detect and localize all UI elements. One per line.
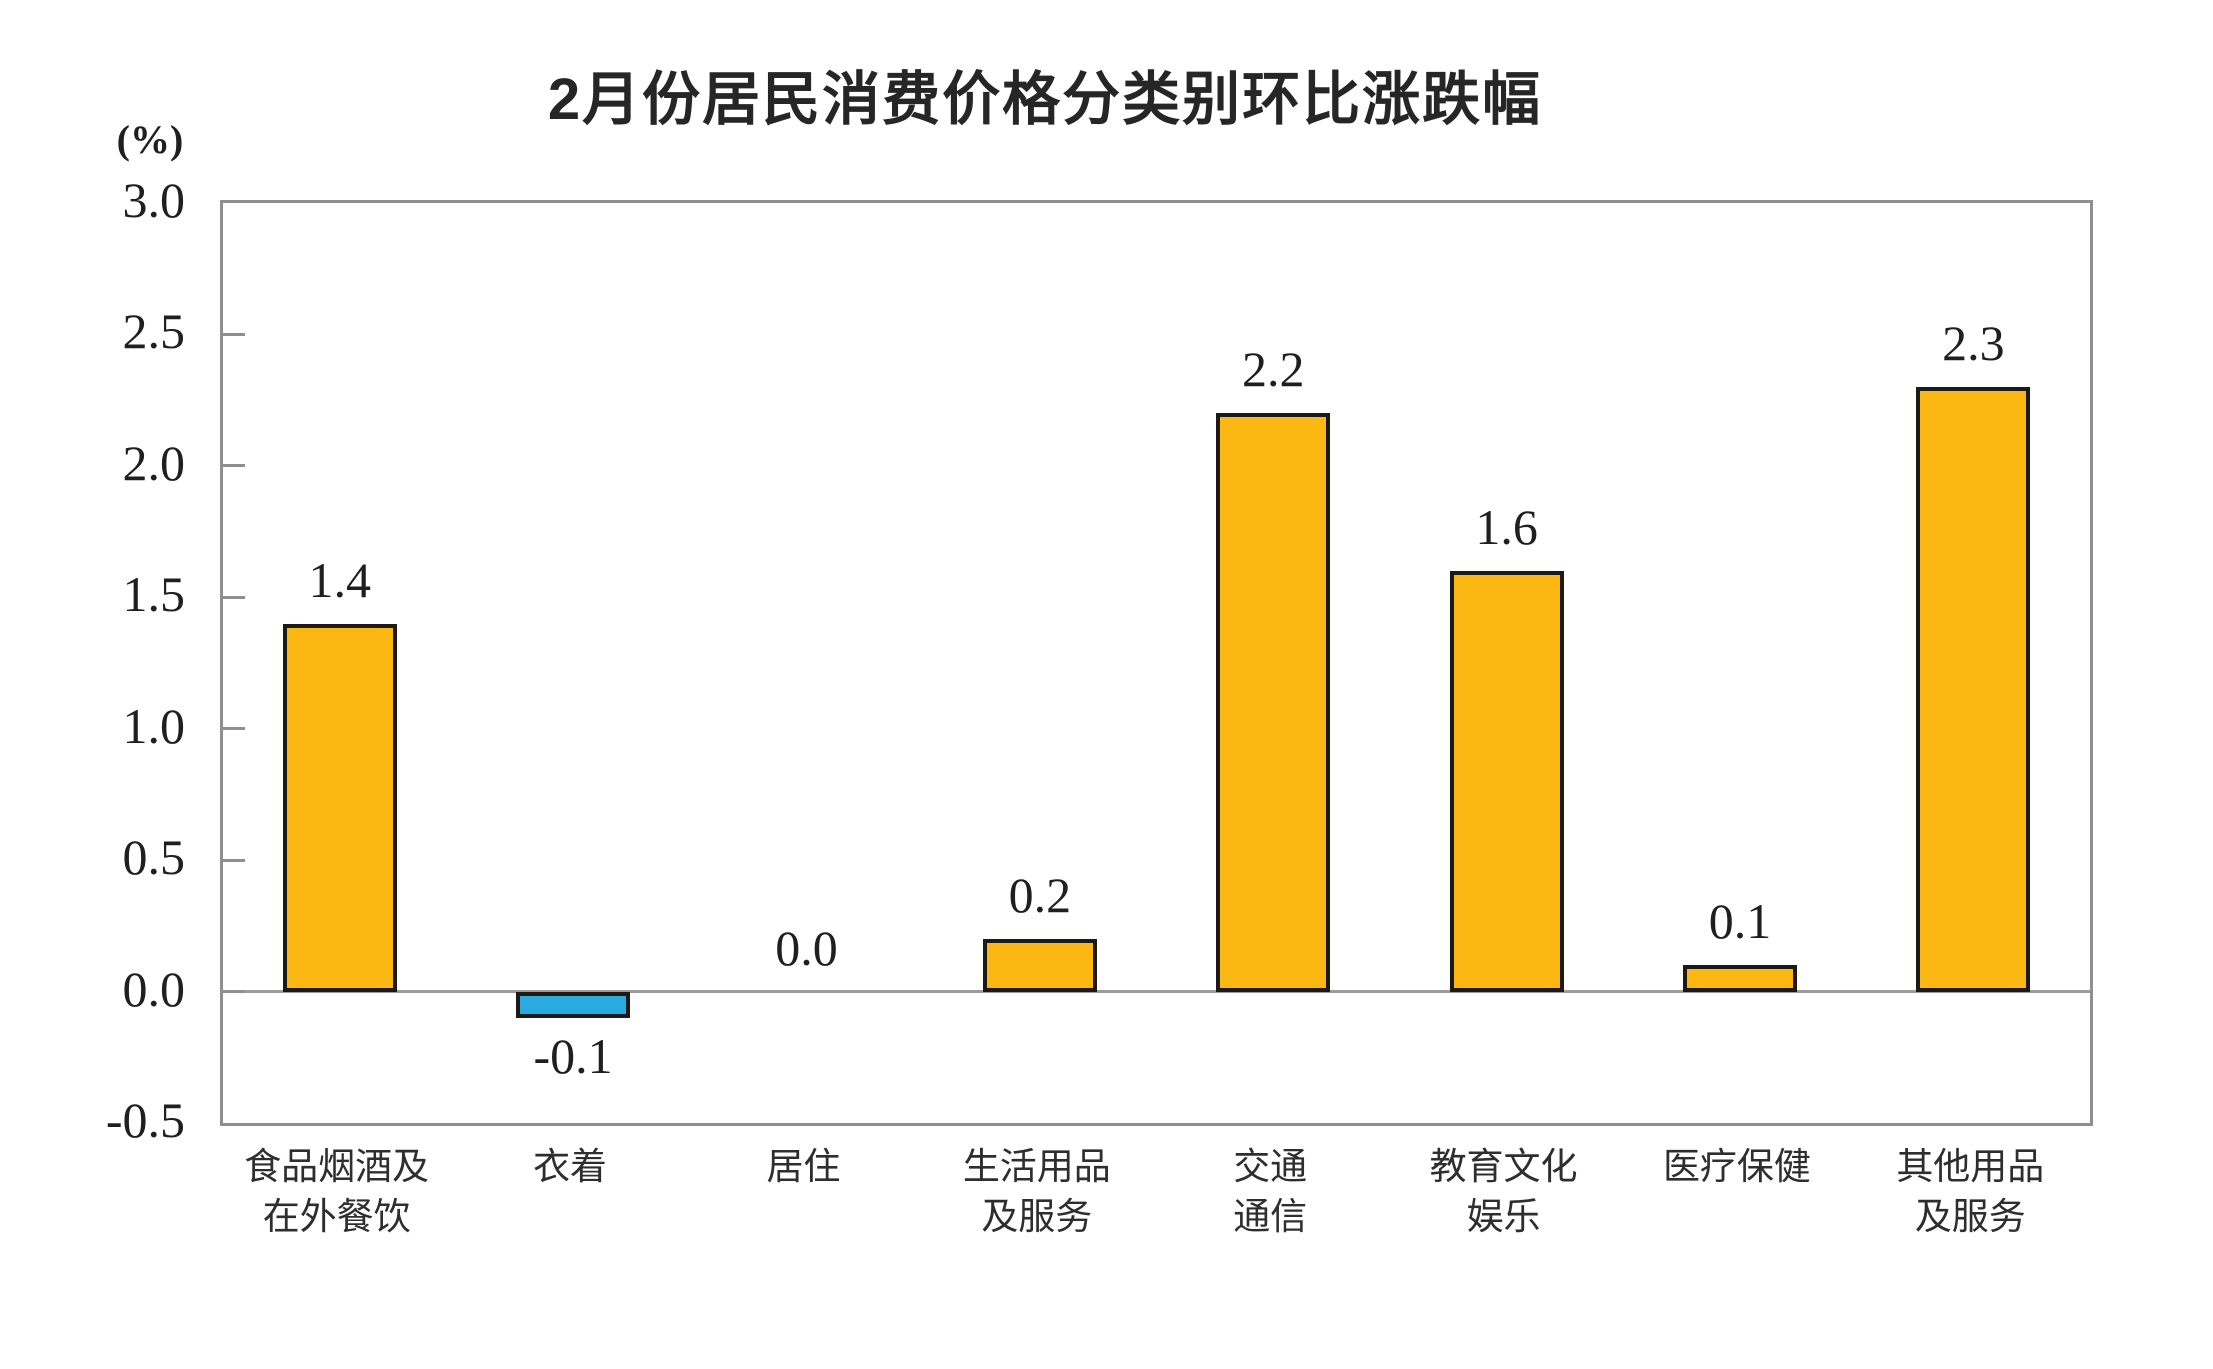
y-tick-mark xyxy=(223,858,245,862)
x-category-label: 食品烟酒及 在外餐饮 xyxy=(244,1146,430,1237)
y-tick-label: 0.0 xyxy=(122,960,186,1017)
y-tick-mark xyxy=(223,990,245,994)
y-tick-mark xyxy=(223,332,245,336)
bar-value-label: 0.2 xyxy=(1008,867,1072,923)
y-tick-label: 3.0 xyxy=(122,172,186,228)
bar xyxy=(1682,965,1797,992)
bar-value-label: 1.4 xyxy=(308,551,371,608)
x-category-label: 医疗保健 xyxy=(1662,1146,1811,1187)
bar-value-label: 2.2 xyxy=(1241,341,1305,398)
y-tick-label: -0.5 xyxy=(105,1092,185,1148)
bar xyxy=(282,623,397,992)
bar xyxy=(516,991,631,1018)
bar xyxy=(1449,571,1564,992)
y-tick-label: 1.0 xyxy=(122,697,186,754)
bar-value-label: -0.1 xyxy=(533,1027,613,1084)
plot-area: 1.4 -0.1 0.0 0.2 2.2 1.6 0.1 2.3 xyxy=(220,200,2093,1126)
x-category-label: 居住 xyxy=(766,1146,841,1187)
y-tick-label: 0.5 xyxy=(122,829,186,886)
bar xyxy=(982,939,1097,992)
x-category-label: 交通 通信 xyxy=(1233,1146,1308,1237)
bar xyxy=(1916,387,2031,992)
bar xyxy=(1216,413,1331,992)
x-category-label: 教育文化 娱乐 xyxy=(1429,1146,1578,1237)
x-category-label: 生活用品 及服务 xyxy=(962,1146,1111,1237)
y-tick-label: 2.5 xyxy=(122,303,186,360)
zero-line xyxy=(223,990,2090,994)
y-tick-label: 1.5 xyxy=(122,566,186,623)
y-tick-mark xyxy=(223,464,245,468)
x-category-label: 衣着 xyxy=(533,1146,608,1187)
y-axis-unit-label: (%) xyxy=(116,117,184,162)
bar-value-label: 0.1 xyxy=(1708,893,1772,950)
bar-value-label: 1.6 xyxy=(1475,499,1538,555)
x-category-label: 其他用品 及服务 xyxy=(1896,1146,2045,1237)
y-tick-mark xyxy=(223,727,245,731)
bar-value-label: 2.3 xyxy=(1942,315,2005,371)
bar-value-label: 0.0 xyxy=(775,919,838,976)
y-tick-label: 2.0 xyxy=(122,434,186,491)
y-tick-mark xyxy=(223,595,245,599)
chart-title: 2月份居民消费价格分类别环比涨跌幅 xyxy=(547,67,1543,132)
